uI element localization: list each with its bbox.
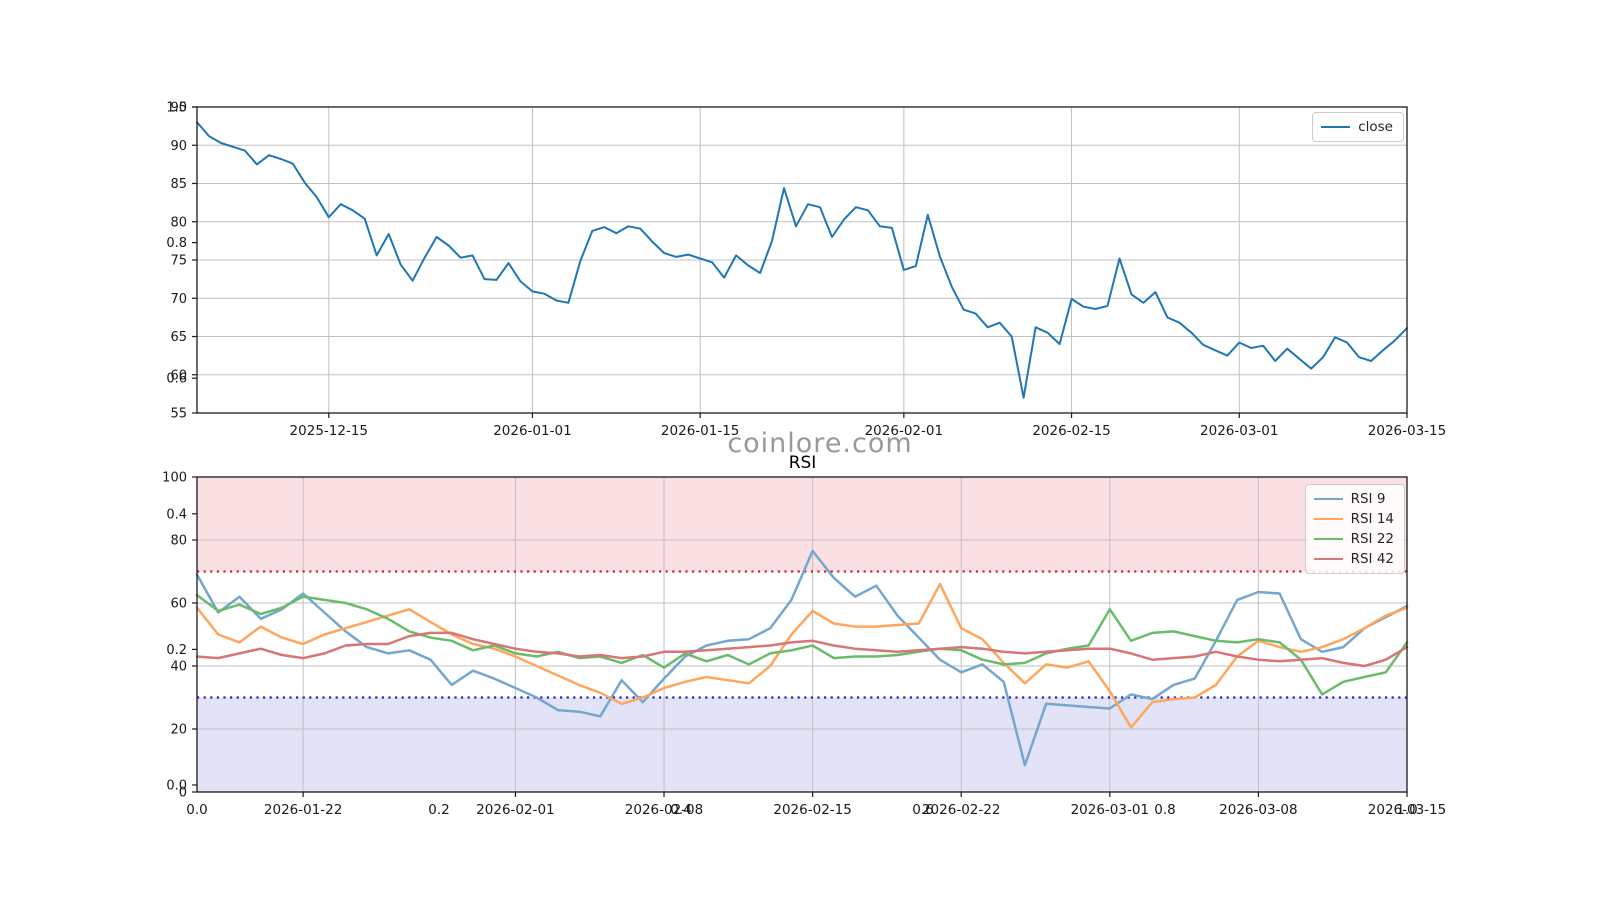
legend-swatch xyxy=(1313,498,1343,500)
x-tick-label: 2026-03-01 xyxy=(1071,802,1149,818)
x-tick-label: 2026-02-22 xyxy=(922,802,1000,818)
x-tick-label: 2026-03-15 xyxy=(1368,423,1446,439)
axes-frame xyxy=(196,476,1408,793)
y-tick-label: 60 xyxy=(170,597,187,612)
y-tick-label: 55 xyxy=(170,407,187,422)
series-rsi-14 xyxy=(195,582,1409,729)
x-tick-label: 2026-01-15 xyxy=(661,423,739,439)
overlay-y-tick-label: 0.2 xyxy=(166,643,187,658)
overlay-x-tick-label: 0.2 xyxy=(428,802,449,818)
x-tick-label: 2026-02-15 xyxy=(773,802,851,818)
x-tick-label: 2026-03-01 xyxy=(1200,423,1278,439)
overlay-y-tick-label: 0.8 xyxy=(166,236,187,251)
legend-item-rsi-22: RSI 22 xyxy=(1313,529,1394,549)
legend-label: RSI 14 xyxy=(1350,511,1394,527)
y-tick-label: 75 xyxy=(170,254,187,269)
y-tick-label: 40 xyxy=(170,660,187,675)
overlay-x-tick-label: 0.6 xyxy=(912,802,933,818)
legend-item-close: close xyxy=(1321,117,1393,137)
legend-swatch xyxy=(1313,538,1343,540)
legend-label: RSI 42 xyxy=(1350,551,1394,567)
x-tick-label: 2026-03-08 xyxy=(1219,802,1297,818)
watermark: coinlore.com xyxy=(727,428,913,459)
series-close xyxy=(196,121,1408,399)
overlay-x-tick-label: 0.8 xyxy=(1154,802,1175,818)
y-tick-label: 65 xyxy=(170,330,187,345)
y-tick-label: 85 xyxy=(170,177,187,192)
legend-swatch xyxy=(1313,558,1343,560)
overbought-band xyxy=(197,477,1407,572)
x-tick-label: 2026-02-15 xyxy=(1032,423,1110,439)
y-tick-label: 70 xyxy=(170,292,187,307)
y-tick-label: 95 xyxy=(170,101,187,116)
overlay-y-tick-label: 0.4 xyxy=(166,507,187,522)
oversold-band xyxy=(197,697,1407,792)
legend-item-rsi-42: RSI 42 xyxy=(1313,549,1394,569)
x-tick-label: 2026-02-01 xyxy=(476,802,554,818)
price-legend: close xyxy=(1312,112,1404,142)
y-tick-label: 0 xyxy=(179,786,187,801)
x-tick-label: 2026-01-01 xyxy=(493,423,571,439)
x-tick-label: 2026-03-15 xyxy=(1368,802,1446,818)
x-tick-label: 2026-02-08 xyxy=(625,802,703,818)
y-tick-label: 90 xyxy=(170,139,187,154)
legend-swatch xyxy=(1313,518,1343,520)
overlay-y-tick-label: 0.6 xyxy=(166,372,187,387)
overlay-x-tick-label: 0.4 xyxy=(670,802,691,818)
series-rsi-42 xyxy=(195,631,1409,668)
legend-swatch xyxy=(1321,126,1351,128)
y-tick-label: 80 xyxy=(170,215,187,230)
legend-item-rsi-9: RSI 9 xyxy=(1313,489,1394,509)
legend-item-rsi-14: RSI 14 xyxy=(1313,509,1394,529)
overlay-y-tick-label: 0.0 xyxy=(166,779,187,794)
y-tick-label: 60 xyxy=(170,368,187,383)
overlay-y-tick-label: 1.0 xyxy=(166,101,187,116)
y-tick-label: 20 xyxy=(170,723,187,738)
rsi-legend: RSI 9 RSI 14 RSI 22 RSI 42 xyxy=(1304,484,1405,574)
series-rsi-9 xyxy=(195,549,1409,767)
y-tick-label: 80 xyxy=(170,534,187,549)
legend-label: RSI 9 xyxy=(1350,491,1386,507)
x-tick-label: 2026-01-22 xyxy=(264,802,342,818)
x-tick-label: 2026-02-01 xyxy=(865,423,943,439)
overlay-x-tick-label: 0.0 xyxy=(186,802,207,818)
series-rsi-22 xyxy=(195,593,1409,696)
legend-label: RSI 22 xyxy=(1350,531,1394,547)
overlay-x-tick-label: 1.0 xyxy=(1396,802,1417,818)
rsi-chart-title: RSI xyxy=(788,453,817,473)
y-tick-label: 100 xyxy=(162,471,187,486)
x-tick-label: 2025-12-15 xyxy=(290,423,368,439)
legend-label: close xyxy=(1358,119,1393,135)
